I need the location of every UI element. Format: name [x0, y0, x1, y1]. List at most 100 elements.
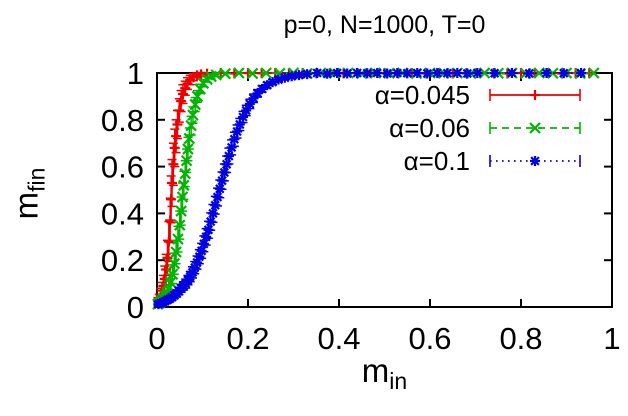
data-point-marker	[362, 68, 373, 79]
data-point-marker	[172, 119, 183, 130]
data-point-marker	[221, 159, 232, 170]
y-tick-label: 0.6	[101, 150, 144, 185]
markers	[153, 68, 587, 310]
data-point-marker	[530, 90, 540, 100]
data-point-marker	[163, 236, 174, 247]
data-point-marker	[187, 109, 199, 121]
legend-label: α=0.045	[375, 80, 470, 110]
y-tick-label: 0.4	[101, 196, 144, 231]
legend-label: α=0.1	[404, 146, 470, 176]
data-point-marker	[279, 72, 290, 83]
legend-entry-0: α=0.045	[375, 80, 581, 110]
data-point-marker	[178, 179, 190, 192]
data-point-marker	[167, 177, 178, 188]
data-point-marker	[207, 208, 218, 219]
data-point-marker	[205, 216, 216, 227]
data-point-marker	[506, 68, 517, 78]
data-point-marker	[402, 68, 413, 79]
data-point-marker	[558, 68, 569, 79]
data-point-marker	[286, 71, 297, 82]
data-point-marker	[442, 68, 453, 79]
legend-entry-1: α=0.06	[389, 113, 581, 143]
y-axis-label-main: m	[7, 191, 45, 220]
data-point-marker	[165, 215, 176, 226]
data-point-marker	[489, 68, 500, 79]
chart-title: p=0, N=1000, T=0	[283, 11, 486, 39]
data-point-marker	[170, 246, 182, 258]
x-tick-label: 0.2	[226, 321, 269, 356]
data-point-marker	[166, 268, 179, 281]
data-point-marker	[322, 68, 333, 79]
y-tick-label: 0	[127, 290, 144, 325]
data-point-marker	[161, 264, 172, 275]
data-point-marker	[233, 67, 245, 79]
data-point-marker	[312, 68, 323, 78]
data-point-marker	[162, 252, 173, 263]
data-point-marker	[372, 68, 383, 78]
data-point-marker	[392, 68, 403, 78]
y-axis-label-subscript: fin	[23, 167, 50, 192]
data-point-marker	[176, 191, 189, 203]
data-point-marker	[189, 98, 201, 111]
data-point-marker	[177, 89, 188, 100]
x-ticks: 0 0.2 0.4 0.6 0.8 1	[148, 73, 621, 356]
data-point-marker	[576, 68, 587, 78]
data-point-marker	[332, 68, 343, 78]
y-tick-label: 0.8	[101, 103, 144, 138]
legend-entry-2: α=0.1	[404, 146, 581, 176]
x-tick-label: 0	[148, 321, 165, 356]
x-tick-label: 0.8	[499, 321, 542, 356]
data-point-marker	[179, 167, 191, 180]
data-point-marker	[530, 156, 540, 166]
data-point-marker	[212, 192, 223, 203]
data-point-marker	[191, 90, 204, 103]
data-point-marker	[214, 183, 225, 194]
data-point-marker	[180, 154, 193, 167]
data-point-marker	[173, 219, 186, 231]
data-point-marker	[172, 233, 184, 245]
x-tick-label: 0.4	[317, 321, 360, 356]
data-point-marker	[183, 132, 196, 145]
data-point-marker	[185, 119, 197, 132]
series-2	[153, 68, 587, 310]
data-point-marker	[472, 68, 483, 78]
data-point-marker	[541, 68, 552, 78]
data-point-marker	[432, 68, 443, 78]
data-point-marker	[175, 205, 187, 217]
data-point-marker	[166, 194, 177, 205]
data-point-marker	[226, 142, 237, 153]
data-point-marker	[174, 105, 185, 116]
data-point-marker	[462, 68, 473, 79]
data-point-marker	[210, 200, 221, 211]
data-point-marker	[588, 67, 600, 79]
data-point-marker	[223, 151, 234, 162]
data-point-marker	[194, 83, 207, 95]
data-point-marker	[352, 68, 363, 78]
x-axis-label: min	[157, 352, 612, 395]
data-point-marker	[182, 143, 194, 155]
data-point-marker	[302, 69, 313, 80]
data-point-marker	[246, 67, 259, 80]
x-tick-label: 1	[603, 321, 620, 356]
data-point-marker	[524, 68, 535, 79]
data-point-marker	[219, 67, 232, 80]
data-point-marker	[171, 131, 182, 142]
data-point-marker	[260, 67, 272, 79]
data-point-marker	[412, 68, 423, 78]
x-tick-label: 0.6	[408, 321, 451, 356]
y-tick-label: 0.2	[101, 243, 144, 278]
data-point-marker	[168, 159, 179, 170]
data-point-marker	[168, 257, 181, 270]
data-point-marker	[164, 276, 177, 289]
legend-label: α=0.06	[389, 113, 470, 143]
y-ticks: 0 0.2 0.4 0.6 0.8 1	[101, 56, 612, 325]
data-point-marker	[194, 251, 205, 262]
data-point-marker	[217, 175, 228, 186]
data-point-marker	[210, 69, 222, 81]
data-point-marker	[203, 224, 214, 235]
data-point-marker	[219, 167, 230, 178]
data-point-marker	[229, 134, 240, 145]
x-axis-label-subscript: in	[389, 368, 408, 394]
data-point-marker	[382, 68, 393, 79]
